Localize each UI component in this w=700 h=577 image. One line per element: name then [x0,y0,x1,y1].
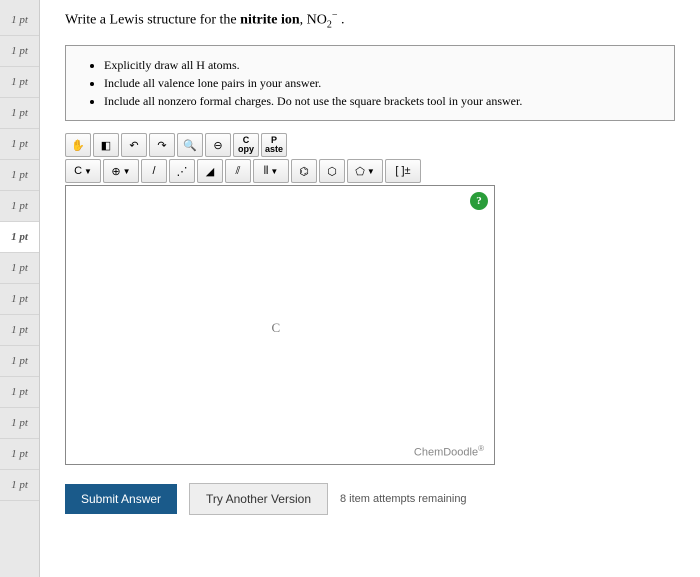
drawing-canvas[interactable]: ? C ChemDoodle® [65,185,495,465]
question-bold: nitrite ion [240,13,300,28]
question-sidebar: 1 pt 1 pt 1 pt 1 pt 1 pt 1 pt 1 pt 1 pt … [0,0,40,577]
question-suffix: . [338,13,345,28]
element-c-label: C [74,165,82,177]
instruction-item: Include all valence lone pairs in your a… [104,74,656,92]
sidebar-item[interactable]: 1 pt [0,253,39,284]
sidebar-item[interactable]: 1 pt [0,5,39,36]
toolbar-row-1: ✋ ◧ ↶ ↷ 🔍 ⊖ Copy Paste [65,133,675,157]
ring-cyclopent-label: ⬠ [355,165,365,178]
bond-dash-tool[interactable]: ⋰ [169,159,195,183]
bond-wedge-tool[interactable]: ◢ [197,159,223,183]
question-prefix: Write a Lewis structure for the [65,13,240,28]
sidebar-item[interactable]: 1 pt [0,222,39,253]
question-formula-base: , NO [300,13,327,28]
bond-triple-tool[interactable]: ⫴▼ [253,159,289,183]
try-another-version-button[interactable]: Try Another Version [189,483,328,515]
sidebar-item[interactable]: 1 pt [0,470,39,501]
sidebar-item[interactable]: 1 pt [0,377,39,408]
chemdoodle-watermark: ChemDoodle® [414,444,484,459]
sidebar-item[interactable]: 1 pt [0,129,39,160]
undo-tool[interactable]: ↶ [121,133,147,157]
sidebar-item[interactable]: 1 pt [0,160,39,191]
dropdown-icon: ▼ [84,167,92,176]
question-title: Write a Lewis structure for the nitrite … [65,10,675,30]
bond-triple-label: ⫴ [264,165,269,178]
paste-icon-sub: aste [265,144,283,154]
element-picker[interactable]: C▼ [65,159,101,183]
ring-benzene-tool[interactable]: ⌬ [291,159,317,183]
sidebar-item[interactable]: 1 pt [0,408,39,439]
bond-double-tool[interactable]: ⫽ [225,159,251,183]
bond-single-tool[interactable]: / [141,159,167,183]
attempts-remaining: 8 item attempts remaining [340,493,467,505]
dropdown-icon: ▼ [123,167,131,176]
instruction-item: Include all nonzero formal charges. Do n… [104,92,656,110]
sidebar-item[interactable]: 1 pt [0,98,39,129]
sidebar-item[interactable]: 1 pt [0,346,39,377]
erase-tool[interactable]: ◧ [93,133,119,157]
instruction-box: Explicitly draw all H atoms. Include all… [65,45,675,121]
ring-cyclopent-tool[interactable]: ⬠▼ [347,159,383,183]
help-icon[interactable]: ? [470,192,488,210]
zoom-out-tool[interactable]: ⊖ [205,133,231,157]
question-formula-sub: 2 [327,19,332,30]
charge-picker[interactable]: ⊕▼ [103,159,139,183]
redo-tool[interactable]: ↷ [149,133,175,157]
ring-cyclohex-tool[interactable]: ⬡ [319,159,345,183]
paste-tool[interactable]: Paste [261,133,287,157]
dropdown-icon: ▼ [270,167,278,176]
copy-icon-sub: opy [238,144,254,154]
watermark-text: ChemDoodle [414,446,478,458]
sidebar-item[interactable]: 1 pt [0,315,39,346]
bracket-tool[interactable]: [ ]± [385,159,421,183]
sidebar-item[interactable]: 1 pt [0,191,39,222]
submit-answer-button[interactable]: Submit Answer [65,484,177,514]
watermark-reg: ® [478,444,484,453]
instruction-item: Explicitly draw all H atoms. [104,56,656,74]
canvas-placeholder-atom: C [271,320,280,336]
sidebar-item[interactable]: 1 pt [0,439,39,470]
dropdown-icon: ▼ [367,167,375,176]
toolbar-row-2: C▼ ⊕▼ / ⋰ ◢ ⫽ ⫴▼ ⌬ ⬡ ⬠▼ [ ]± [65,159,675,183]
copy-tool[interactable]: Copy [233,133,259,157]
move-tool[interactable]: ✋ [65,133,91,157]
main-content: Write a Lewis structure for the nitrite … [40,0,700,577]
charge-plus-label: ⊕ [111,165,120,178]
sidebar-item[interactable]: 1 pt [0,67,39,98]
sidebar-item[interactable]: 1 pt [0,284,39,315]
action-row: Submit Answer Try Another Version 8 item… [65,483,675,515]
sidebar-item[interactable]: 1 pt [0,36,39,67]
zoom-in-tool[interactable]: 🔍 [177,133,203,157]
